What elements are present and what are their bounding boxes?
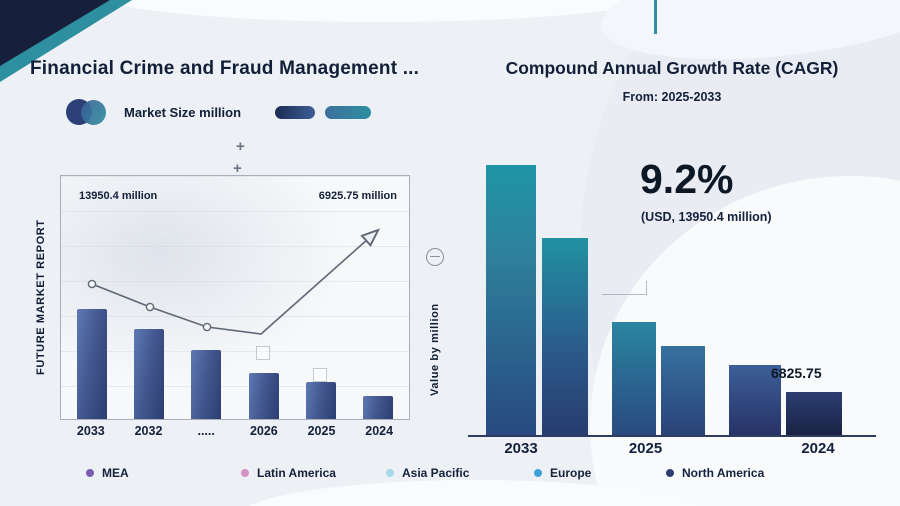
cagr-bar-2024-secondary — [786, 391, 842, 435]
x-label: 2032 — [134, 424, 163, 438]
legend-label: North America — [682, 466, 765, 480]
x-label: 2024 — [801, 440, 835, 457]
future-market-report-label: FUTURE MARKET REPORT — [35, 219, 47, 376]
legend-label: Latin America — [257, 466, 336, 480]
legend-dot — [534, 469, 542, 477]
corner-accent-navy — [0, 0, 110, 66]
market-size-legend: Market Size million — [66, 96, 372, 128]
cagr-title: Compound Annual Growth Rate (CAGR) — [505, 58, 839, 78]
x-label: 2024 — [365, 424, 394, 438]
background-band-top — [80, 0, 680, 22]
x-label: 2033 — [76, 424, 105, 438]
legend-dot — [666, 469, 674, 477]
cagr-bar-2033-secondary — [542, 237, 588, 435]
bar-2033 — [76, 308, 107, 419]
market-size-legend-label: Market Size million — [124, 104, 242, 120]
annotation-start-value: 13950.4 million — [79, 190, 158, 202]
legend-label: Asia Pacific — [402, 466, 470, 480]
value-by-million-label: Value by million — [429, 303, 441, 397]
cagr-bar-2025-secondary — [661, 345, 705, 435]
left-x-axis-labels: 2033 2032 ..... 2026 2025 2024 — [62, 424, 408, 438]
legend-item-mea: MEA — [86, 466, 129, 480]
legend-pills — [275, 105, 372, 119]
legend-dot — [386, 469, 394, 477]
bar-ellipsis-years — [191, 350, 222, 419]
bar-2025 — [305, 382, 336, 419]
pill-teal — [325, 105, 372, 119]
background-band-bottom — [240, 480, 710, 506]
cagr-usd-note: (USD, 13950.4 million) — [641, 210, 772, 224]
plus-icon: + — [236, 138, 245, 155]
cagr-x-axis — [468, 435, 876, 437]
step-line-decoration — [602, 281, 647, 295]
bar-2032 — [133, 329, 164, 419]
legend-dot — [241, 469, 249, 477]
cagr-percentage: 9.2% — [640, 156, 734, 202]
x-label: ..... — [197, 424, 215, 438]
legend-label: MEA — [102, 466, 129, 480]
value-label-2024: 6825.75 — [771, 365, 822, 381]
ghost-square-decoration — [256, 346, 270, 360]
cagr-subtitle: From: 2025-2033 — [622, 90, 722, 104]
cagr-bar-2025-primary — [612, 321, 656, 435]
minus-circle-icon — [426, 248, 444, 266]
annotation-end-value: 6925.75 million — [318, 190, 397, 202]
cagr-bar-2024-primary — [729, 364, 781, 435]
bar-2026 — [248, 373, 279, 419]
left-chart-title: Financial Crime and Fraud Management ... — [30, 58, 420, 79]
legend-label: Europe — [550, 466, 592, 480]
x-label: 2025 — [307, 424, 336, 438]
market-size-bars — [63, 189, 407, 419]
legend-dot — [86, 469, 94, 477]
legend-item-asia-pacific: Asia Pacific — [386, 466, 469, 480]
bar-2024 — [363, 396, 394, 419]
x-label: 2026 — [249, 424, 278, 438]
legend-item-north-america: North America — [666, 466, 764, 480]
teal-accent-line — [654, 0, 657, 34]
market-size-chart: 13950.4 million 6925.75 million — [60, 175, 410, 420]
x-label: 2033 — [504, 440, 538, 457]
cagr-bar-2033-primary — [486, 165, 536, 435]
legend-item-europe: Europe — [534, 466, 591, 480]
cagr-chart: 6825.75 — [468, 165, 876, 435]
legend-item-latin-america: Latin America — [241, 466, 336, 480]
pill-navy — [275, 105, 316, 119]
x-label: 2025 — [628, 440, 663, 457]
market-size-icon — [66, 98, 110, 126]
ghost-square-decoration — [313, 368, 327, 382]
plus-icon: + — [233, 160, 242, 177]
